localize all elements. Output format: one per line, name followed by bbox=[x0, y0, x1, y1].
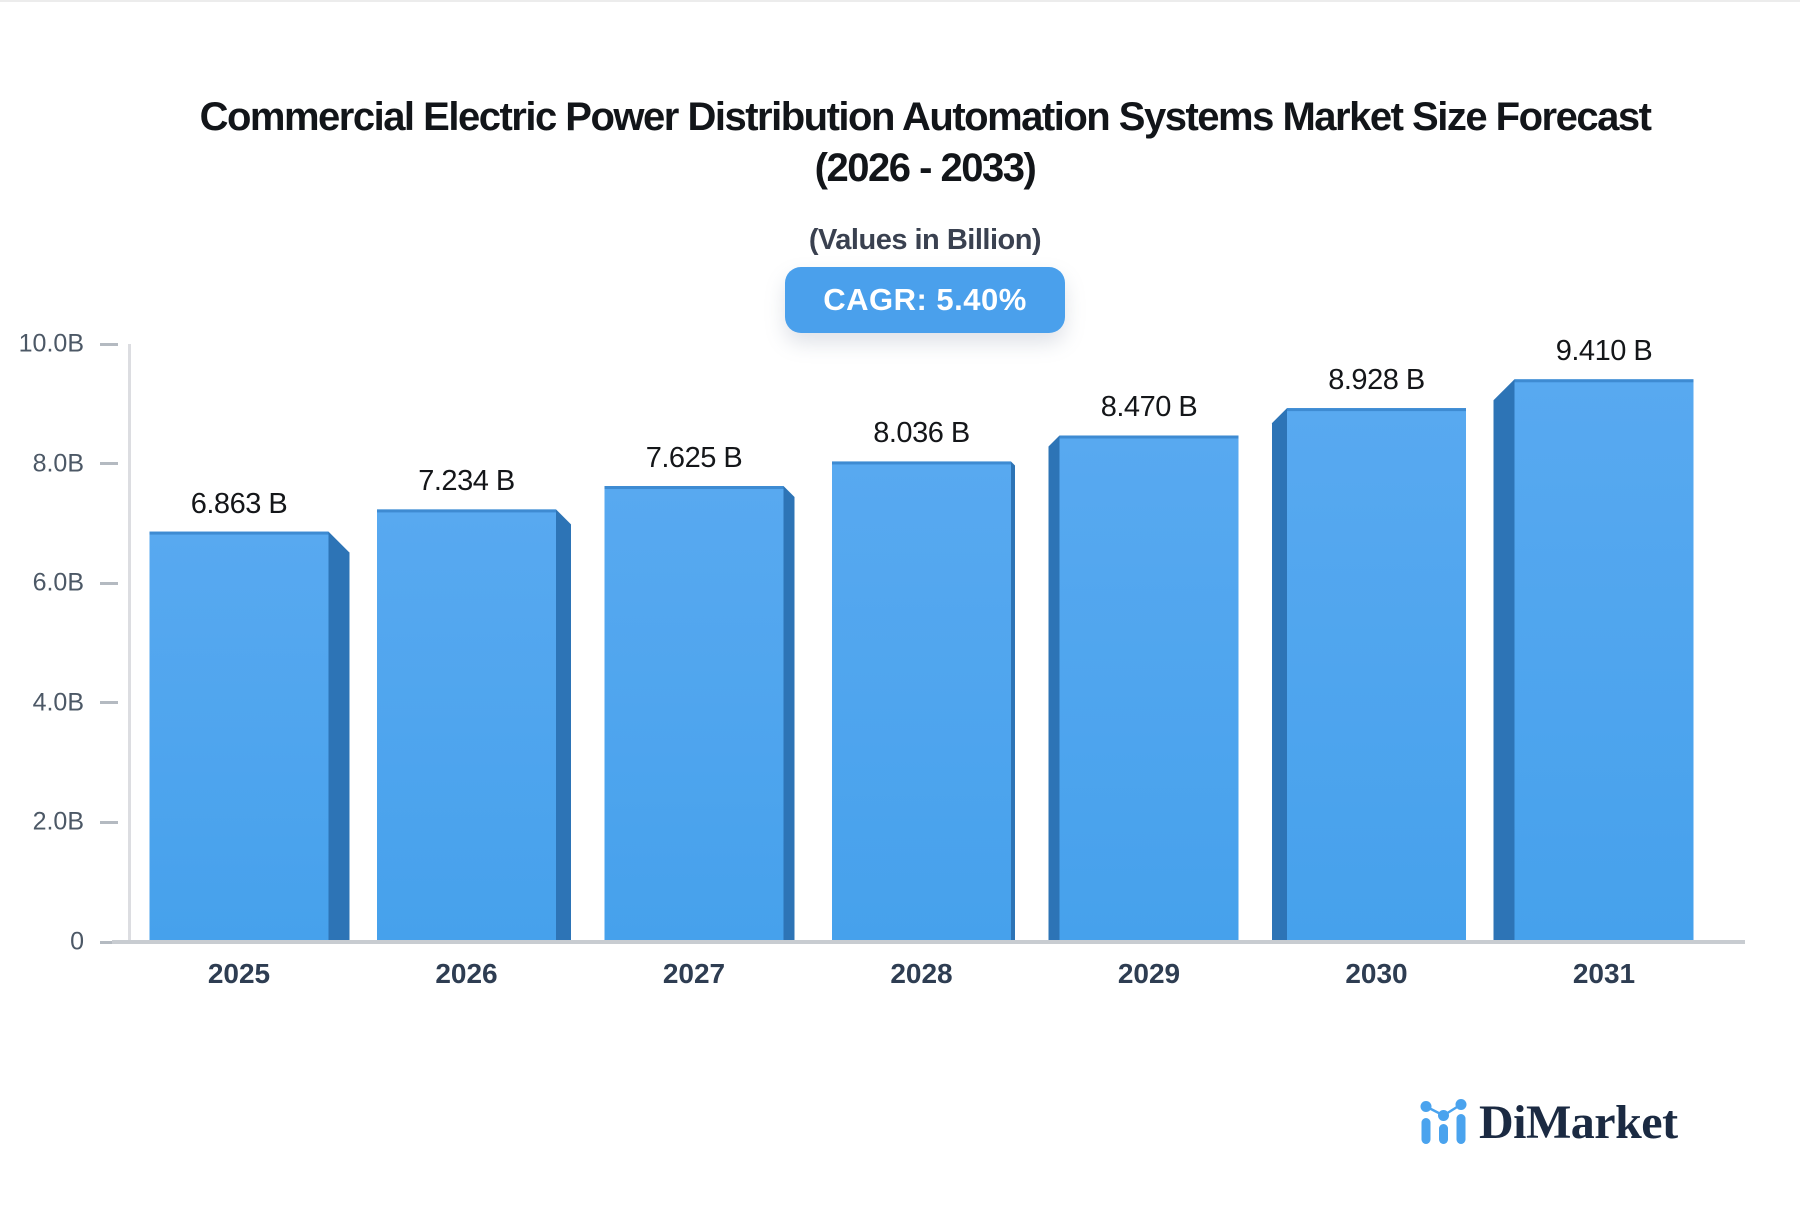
bar-front-face bbox=[1514, 379, 1694, 943]
x-axis-label: 2029 bbox=[1117, 958, 1181, 989]
bar-front-face bbox=[377, 509, 556, 942]
bar-2028[interactable] bbox=[832, 461, 1015, 942]
y-axis-label: 4.0B bbox=[32, 688, 84, 717]
y-axis-label: 10.0B bbox=[18, 329, 84, 358]
bar-side-face bbox=[1272, 408, 1287, 942]
bar-front-face bbox=[1287, 408, 1466, 942]
bar-top-edge bbox=[1514, 379, 1694, 383]
bar-2026[interactable] bbox=[377, 509, 571, 942]
values-unit-subtitle: (Values in Billion) bbox=[808, 224, 1042, 257]
bar-2027[interactable] bbox=[604, 486, 795, 942]
bar-front-face bbox=[149, 531, 329, 942]
bar-2029[interactable] bbox=[1048, 435, 1239, 942]
y-axis-tick bbox=[100, 820, 118, 824]
bar-value-label: 8.470 B bbox=[1100, 391, 1198, 424]
bar-top-edge bbox=[604, 486, 784, 490]
bar-top-edge bbox=[832, 461, 1011, 465]
bar-value-label: 8.036 B bbox=[873, 417, 970, 450]
chart-title-line2: (2026 - 2033) bbox=[814, 146, 1037, 191]
y-axis-label: 0 bbox=[70, 927, 84, 956]
window-top-border bbox=[0, 0, 1800, 2]
bar-value-label: 9.410 B bbox=[1555, 335, 1653, 368]
bar-side-face bbox=[556, 509, 571, 942]
x-axis-label: 2025 bbox=[207, 958, 271, 989]
x-axis-label: 2030 bbox=[1345, 958, 1408, 989]
chart-title-line1: Commercial Electric Power Distribution A… bbox=[199, 95, 1652, 139]
x-axis-label: 2026 bbox=[435, 958, 498, 989]
y-axis-line bbox=[128, 344, 131, 942]
y-axis-tick bbox=[100, 462, 118, 466]
bar-value-label: 8.928 B bbox=[1328, 364, 1425, 397]
bar-top-edge bbox=[1287, 408, 1466, 412]
brand-name: DiMarket bbox=[1479, 1095, 1678, 1149]
bar-top-edge bbox=[149, 531, 329, 535]
bar-side-face bbox=[1011, 461, 1015, 942]
x-axis-label: 2031 bbox=[1572, 958, 1636, 989]
bar-side-face bbox=[328, 531, 350, 942]
y-axis-label: 8.0B bbox=[32, 449, 84, 478]
bar-value-label: 7.234 B bbox=[418, 465, 515, 498]
y-axis-tick bbox=[100, 701, 118, 705]
bar-front-face bbox=[832, 461, 1011, 942]
y-axis-tick bbox=[100, 581, 118, 585]
cagr-badge: CAGR: 5.40% bbox=[785, 267, 1065, 334]
y-axis-label: 2.0B bbox=[32, 807, 84, 836]
y-axis-label: 6.0B bbox=[32, 568, 84, 597]
bar-front-face bbox=[604, 486, 784, 942]
bar-top-edge bbox=[377, 509, 556, 513]
bar-2031[interactable] bbox=[1493, 379, 1694, 943]
bar-top-edge bbox=[1059, 435, 1239, 439]
bar-2030[interactable] bbox=[1272, 408, 1466, 942]
bar-value-label: 7.625 B bbox=[645, 442, 743, 475]
bar-value-label: 6.863 B bbox=[190, 487, 288, 520]
y-axis-tick bbox=[100, 342, 118, 346]
y-axis-tick bbox=[100, 940, 118, 944]
x-axis-label: 2028 bbox=[890, 958, 953, 989]
brand-logo: DiMarket bbox=[1420, 1095, 1678, 1149]
chart-header: Commercial Electric Power Distribution A… bbox=[120, 92, 1730, 334]
bar-2025[interactable] bbox=[149, 531, 350, 942]
bar-line-chart-icon bbox=[1420, 1099, 1467, 1144]
x-axis-label: 2027 bbox=[662, 958, 726, 989]
bar-side-face bbox=[1048, 435, 1060, 942]
x-axis-baseline bbox=[112, 940, 1745, 944]
bar-side-face bbox=[783, 486, 795, 942]
bar-front-face bbox=[1059, 435, 1239, 942]
bar-side-face bbox=[1493, 379, 1515, 943]
